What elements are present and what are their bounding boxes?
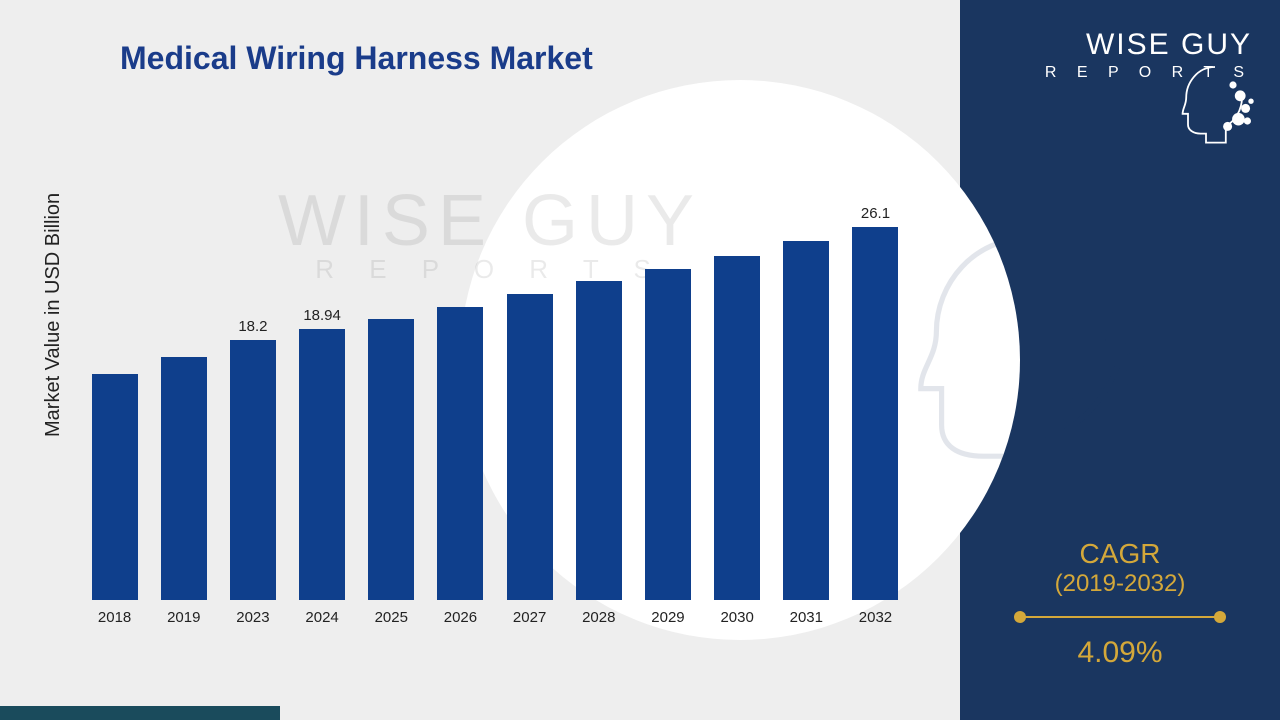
bar-x-label: 2031 [790, 609, 823, 626]
bar [368, 319, 414, 600]
bar-x-label: 2019 [167, 609, 200, 626]
bar [645, 269, 691, 600]
brand-logo: WISE GUY R E P O R T S [1045, 28, 1252, 82]
bar [714, 256, 760, 600]
cagr-range: (2019-2032) [990, 570, 1250, 598]
bar [507, 294, 553, 600]
bar-column: 2019 [159, 335, 208, 600]
bar [437, 307, 483, 600]
bar-column: 18.22023 [228, 318, 277, 600]
bar-column: 2018 [90, 352, 139, 600]
bar-value-label: 26.1 [861, 205, 890, 223]
bars-container: 2018 2019 18.22023 18.942024 2025 2026 2027 202… [90, 200, 900, 600]
bar-column: 2028 [574, 259, 623, 600]
head-icon [1170, 58, 1260, 148]
chart-main-area: WISE GUY R E P O R T S Medical Wiring Ha… [0, 0, 960, 720]
bar-x-label: 2025 [375, 609, 408, 626]
y-axis-label: Market Value in USD Billion [42, 193, 65, 437]
bar [299, 329, 345, 600]
bar-x-label: 2029 [651, 609, 684, 626]
bar-x-label: 2018 [98, 609, 131, 626]
bar-column: 18.942024 [298, 307, 347, 600]
bar [161, 357, 207, 600]
cagr-title: CAGR [990, 538, 1250, 570]
bar-chart: 2018201918.2202318.942024202520262027202… [90, 200, 900, 630]
bar-value-label: 18.2 [238, 318, 267, 336]
bar-column: 2030 [713, 234, 762, 600]
bar-column: 2027 [505, 272, 554, 600]
bar [852, 227, 898, 600]
bar-x-label: 2026 [444, 609, 477, 626]
bottom-accent-bar [0, 706, 280, 720]
bar-x-label: 2032 [859, 609, 892, 626]
bar-column: 2029 [643, 247, 692, 600]
bar [783, 241, 829, 600]
cagr-box: CAGR (2019-2032) 4.09% [990, 538, 1250, 670]
bar-column: 26.12032 [851, 205, 900, 600]
logo-text-1: WISE GUY [1045, 28, 1252, 62]
chart-title: Medical Wiring Harness Market [120, 40, 593, 77]
bar [576, 281, 622, 600]
bar [92, 374, 138, 600]
cagr-value: 4.09% [990, 636, 1250, 670]
bar-x-label: 2023 [236, 609, 269, 626]
bar-x-label: 2028 [582, 609, 615, 626]
bar-value-label: 18.94 [303, 307, 341, 325]
bar [230, 340, 276, 600]
bar-x-label: 2030 [720, 609, 753, 626]
bar-x-label: 2027 [513, 609, 546, 626]
bar-column: 2025 [367, 297, 416, 600]
bar-column: 2026 [436, 285, 485, 600]
bar-x-label: 2024 [305, 609, 338, 626]
cagr-divider [1020, 616, 1220, 618]
bar-column: 2031 [782, 219, 831, 600]
